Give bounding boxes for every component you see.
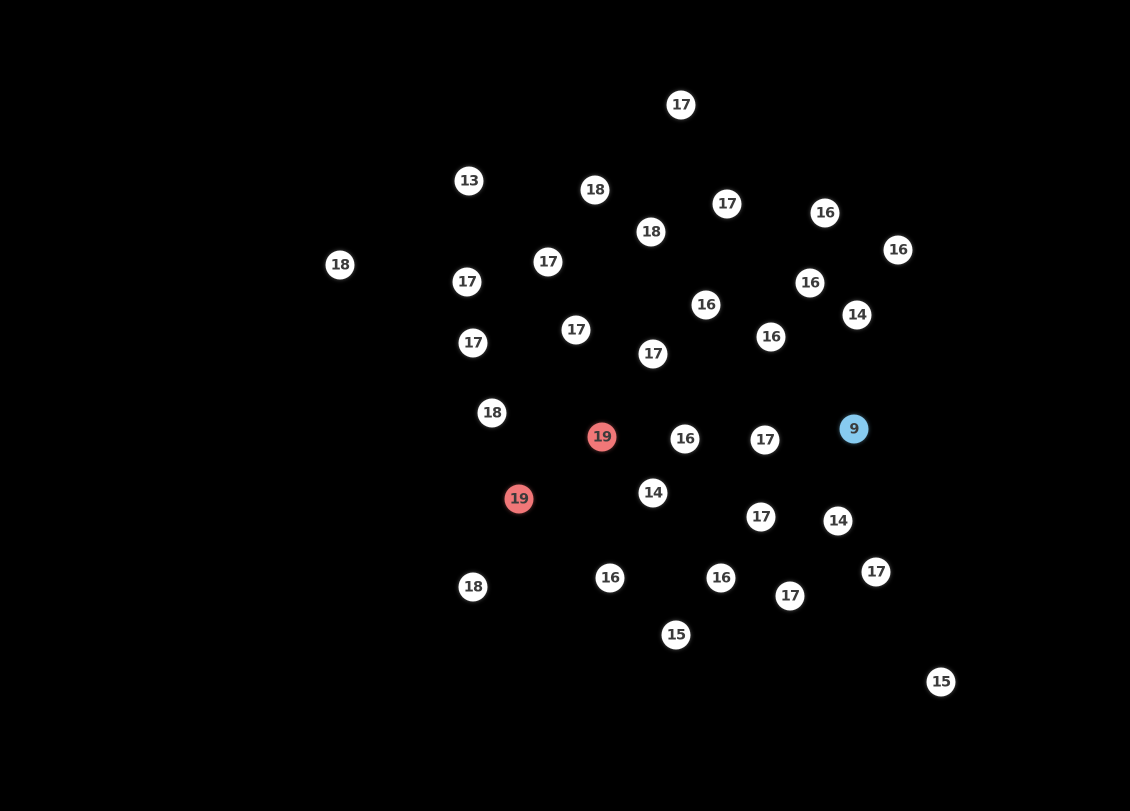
temperature-marker-warmest[interactable]: 19: [504, 484, 534, 514]
temperature-marker[interactable]: 14: [638, 478, 668, 508]
temperature-marker[interactable]: 18: [325, 250, 355, 280]
temperature-marker[interactable]: 16: [795, 268, 825, 298]
temperature-marker[interactable]: 16: [883, 235, 913, 265]
temperature-marker[interactable]: 17: [750, 425, 780, 455]
temperature-marker[interactable]: 18: [636, 217, 666, 247]
temperature-marker[interactable]: 13: [454, 166, 484, 196]
temperature-marker[interactable]: 18: [580, 175, 610, 205]
temperature-marker[interactable]: 16: [691, 290, 721, 320]
temperature-marker[interactable]: 16: [810, 198, 840, 228]
temperature-marker[interactable]: 16: [670, 424, 700, 454]
temperature-marker[interactable]: 14: [842, 300, 872, 330]
temperature-marker-coolest[interactable]: 9: [839, 414, 869, 444]
temperature-marker[interactable]: 17: [458, 328, 488, 358]
temperature-marker[interactable]: 18: [477, 398, 507, 428]
temperature-marker[interactable]: 18: [458, 572, 488, 602]
temperature-marker-warmest[interactable]: 19: [587, 422, 617, 452]
temperature-marker[interactable]: 16: [706, 563, 736, 593]
temperature-marker[interactable]: 17: [638, 339, 668, 369]
temperature-marker[interactable]: 17: [666, 90, 696, 120]
temperature-marker[interactable]: 16: [756, 322, 786, 352]
temperature-marker[interactable]: 17: [712, 189, 742, 219]
temperature-marker[interactable]: 17: [533, 247, 563, 277]
temperature-marker[interactable]: 17: [746, 502, 776, 532]
temperature-marker[interactable]: 17: [861, 557, 891, 587]
temperature-marker[interactable]: 17: [452, 267, 482, 297]
temperature-marker[interactable]: 17: [561, 315, 591, 345]
temperature-marker[interactable]: 14: [823, 506, 853, 536]
temperature-marker[interactable]: 17: [775, 581, 805, 611]
temperature-marker[interactable]: 15: [926, 667, 956, 697]
temperature-marker[interactable]: 16: [595, 563, 625, 593]
temperature-marker[interactable]: 15: [661, 620, 691, 650]
